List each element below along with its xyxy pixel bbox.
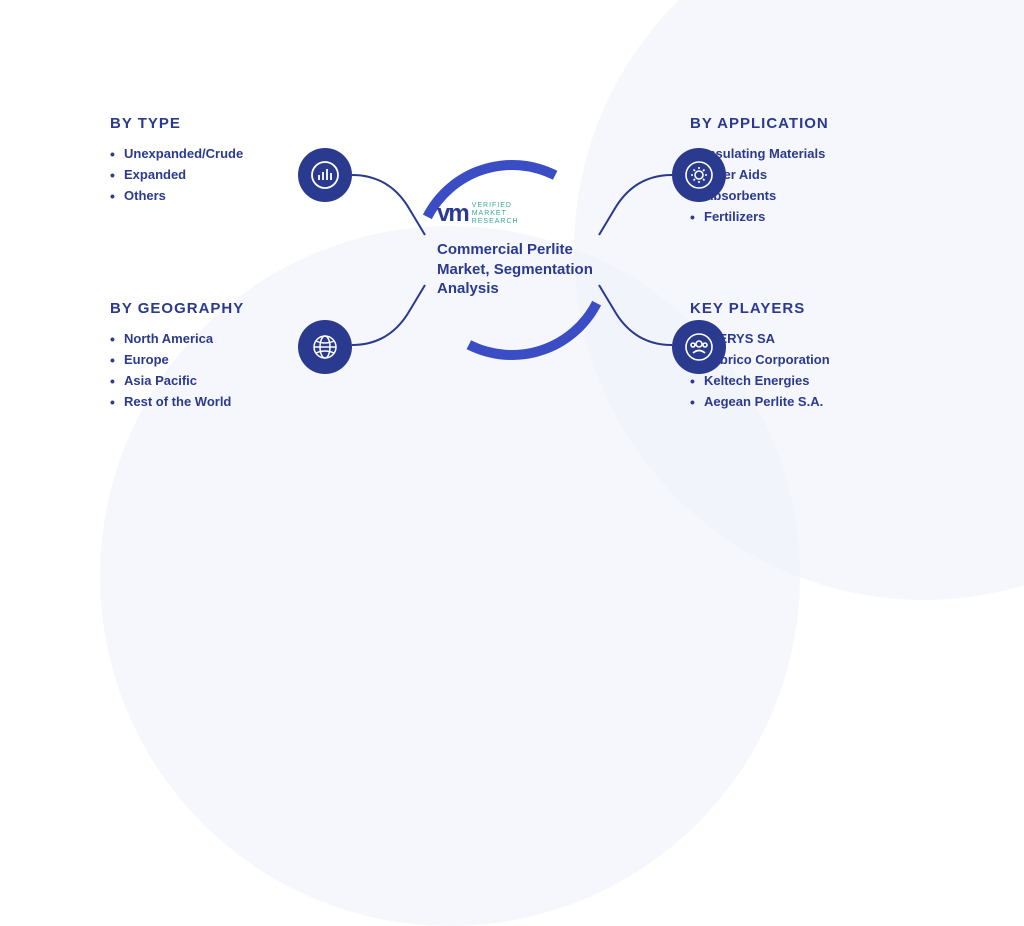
center-circle: vm VERIFIED MARKET RESEARCH Commercial P… — [412, 160, 612, 360]
list-item: Asia Pacific — [110, 373, 244, 388]
list-geography: North America Europe Asia Pacific Rest o… — [110, 331, 244, 409]
heading-players: KEY PLAYERS — [690, 300, 830, 317]
list-item: Fertilizers — [690, 209, 829, 224]
center-title: Commercial Perlite Market, Segmentation … — [437, 240, 597, 299]
logo: vm VERIFIED MARKET RESEARCH — [437, 200, 597, 228]
logo-text: VERIFIED MARKET RESEARCH — [472, 202, 519, 225]
globe-icon — [298, 320, 352, 374]
bar-chart-icon — [298, 148, 352, 202]
segment-geography: BY GEOGRAPHY North America Europe Asia P… — [110, 300, 244, 415]
list-item: Expanded — [110, 167, 243, 182]
people-icon — [672, 320, 726, 374]
list-item: Europe — [110, 352, 244, 367]
list-item: North America — [110, 331, 244, 346]
heading-geography: BY GEOGRAPHY — [110, 300, 244, 317]
gear-icon — [672, 148, 726, 202]
list-item: Others — [110, 188, 243, 203]
list-type: Unexpanded/Crude Expanded Others — [110, 146, 243, 203]
list-item: Aegean Perlite S.A. — [690, 394, 830, 409]
list-item: Rest of the World — [110, 394, 244, 409]
segment-type: BY TYPE Unexpanded/Crude Expanded Others — [110, 115, 243, 209]
center-content: vm VERIFIED MARKET RESEARCH Commercial P… — [437, 200, 597, 299]
infographic-container: vm VERIFIED MARKET RESEARCH Commercial P… — [0, 0, 1024, 576]
heading-type: BY TYPE — [110, 115, 243, 132]
heading-application: BY APPLICATION — [690, 115, 829, 132]
logo-mark: vm — [437, 200, 468, 228]
list-item: Unexpanded/Crude — [110, 146, 243, 161]
list-item: Keltech Energies — [690, 373, 830, 388]
